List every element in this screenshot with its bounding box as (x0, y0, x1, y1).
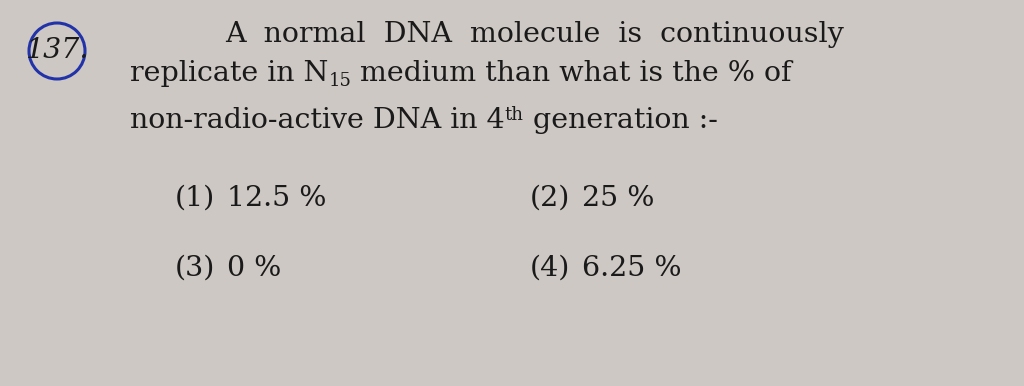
Text: th: th (505, 106, 523, 124)
Text: 6.25 %: 6.25 % (582, 254, 682, 281)
Text: replicate in N: replicate in N (130, 60, 329, 87)
Text: (4): (4) (530, 254, 570, 281)
Text: (1): (1) (175, 185, 215, 212)
Text: generation :-: generation :- (523, 107, 718, 134)
Text: medium than what is the % of: medium than what is the % of (351, 60, 792, 87)
Text: non-radio-active DNA in 4: non-radio-active DNA in 4 (130, 107, 505, 134)
Text: A  normal  DNA  molecule  is  continuously: A normal DNA molecule is continuously (225, 20, 845, 47)
Text: 12.5 %: 12.5 % (227, 185, 327, 212)
Text: (3): (3) (175, 254, 215, 281)
Text: (2): (2) (530, 185, 570, 212)
Text: 0 %: 0 % (227, 254, 282, 281)
Text: 15: 15 (329, 72, 351, 90)
Text: 25 %: 25 % (582, 185, 654, 212)
Text: 137.: 137. (26, 37, 89, 64)
